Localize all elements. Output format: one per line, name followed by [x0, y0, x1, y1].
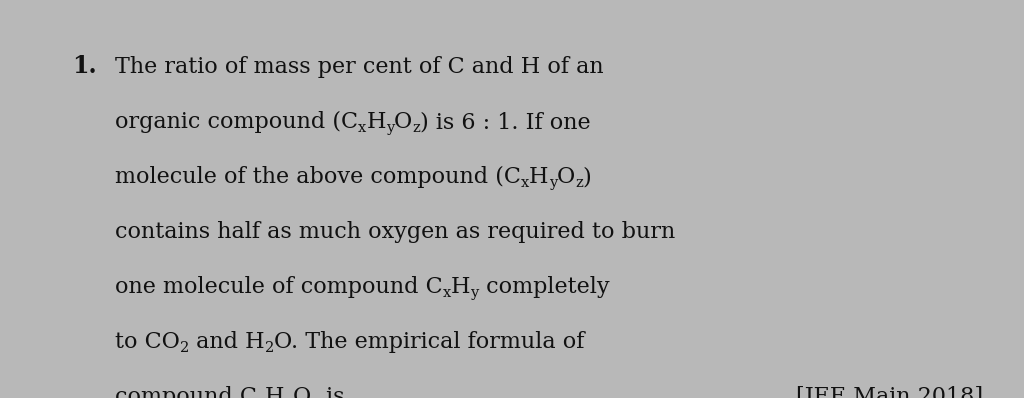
Text: organic compound (C: organic compound (C	[115, 111, 358, 133]
Text: H: H	[451, 276, 470, 298]
Text: completely: completely	[478, 276, 609, 298]
Text: y: y	[549, 176, 557, 190]
Text: H: H	[529, 166, 549, 188]
Text: H: H	[367, 111, 386, 133]
Text: x: x	[442, 286, 451, 300]
Text: z: z	[575, 176, 583, 190]
Text: The ratio of mass per cent of C and H of an: The ratio of mass per cent of C and H of…	[115, 56, 603, 78]
Text: z: z	[311, 396, 318, 398]
Text: y: y	[285, 396, 293, 398]
Text: z: z	[413, 121, 420, 135]
Text: one molecule of compound C: one molecule of compound C	[115, 276, 442, 298]
Text: O: O	[557, 166, 575, 188]
Text: is: is	[318, 386, 344, 398]
Text: molecule of the above compound (C: molecule of the above compound (C	[115, 166, 521, 188]
Text: x: x	[521, 176, 529, 190]
Text: ): )	[583, 166, 592, 188]
Text: y: y	[470, 286, 478, 300]
Text: 1.: 1.	[72, 54, 96, 78]
Text: ) is 6 : 1. If one: ) is 6 : 1. If one	[420, 111, 591, 133]
Text: y: y	[386, 121, 394, 135]
Text: x: x	[257, 396, 265, 398]
Text: O: O	[394, 111, 413, 133]
Text: O. The empirical formula of: O. The empirical formula of	[274, 331, 585, 353]
Text: to CO: to CO	[115, 331, 180, 353]
Text: x: x	[358, 121, 367, 135]
Text: 2: 2	[180, 341, 189, 355]
Text: [JEE Main 2018]: [JEE Main 2018]	[796, 386, 983, 398]
Text: 2: 2	[265, 341, 274, 355]
Text: contains half as much oxygen as required to burn: contains half as much oxygen as required…	[115, 221, 675, 243]
Text: H: H	[265, 386, 285, 398]
Text: compound C: compound C	[115, 386, 257, 398]
Text: O: O	[293, 386, 311, 398]
Text: and H: and H	[189, 331, 265, 353]
